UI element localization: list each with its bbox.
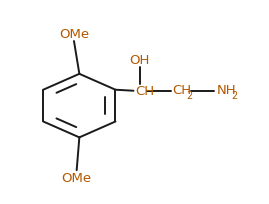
Text: OMe: OMe	[62, 171, 92, 184]
Text: CH: CH	[135, 85, 154, 98]
Text: NH: NH	[217, 83, 236, 96]
Text: CH: CH	[172, 83, 192, 96]
Text: 2: 2	[186, 91, 193, 101]
Text: 2: 2	[231, 91, 237, 101]
Text: OMe: OMe	[59, 28, 89, 41]
Text: OH: OH	[129, 54, 150, 67]
